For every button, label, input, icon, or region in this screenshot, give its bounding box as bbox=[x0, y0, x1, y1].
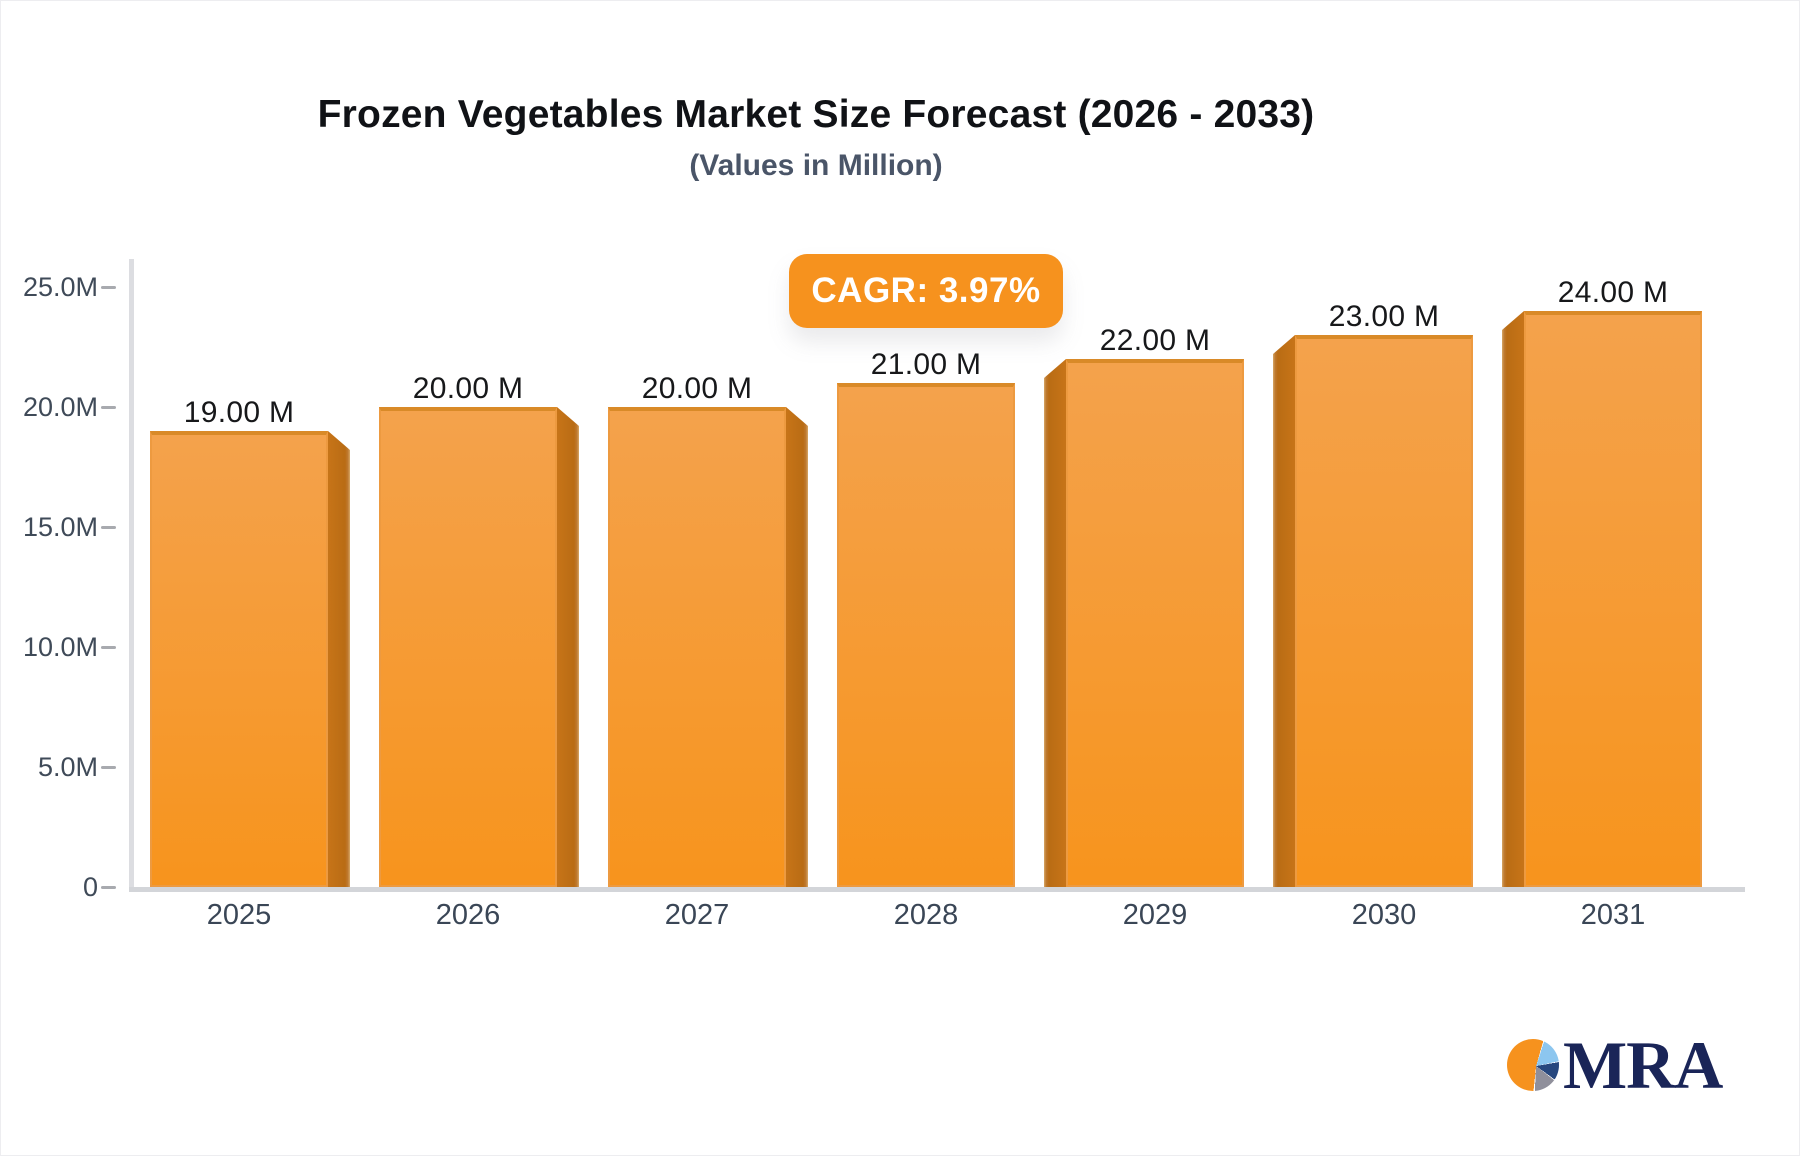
y-tick-mark bbox=[101, 646, 116, 649]
x-tick-label: 2027 bbox=[664, 899, 730, 931]
bar-2025 bbox=[150, 431, 350, 887]
y-tick-label: 15.0M bbox=[22, 512, 98, 542]
bar-side-face bbox=[1044, 359, 1066, 887]
bar-value-label: 21.00 M bbox=[870, 348, 982, 381]
chart-header: Frozen Vegetables Market Size Forecast (… bbox=[131, 93, 1501, 183]
x-axis-baseline bbox=[129, 887, 1745, 892]
y-tick-mark bbox=[101, 286, 116, 289]
pie-chart-logo-icon bbox=[1507, 1039, 1559, 1091]
bar-2031 bbox=[1502, 311, 1702, 887]
bar-side-face bbox=[786, 407, 808, 887]
bar-front-face bbox=[1066, 359, 1244, 887]
chart-subtitle: (Values in Million) bbox=[689, 149, 943, 182]
bar-value-label: 20.00 M bbox=[641, 372, 753, 405]
bar-side-face bbox=[557, 407, 579, 887]
bar-value-label: 23.00 M bbox=[1328, 300, 1440, 333]
y-tick-label: 25.0M bbox=[22, 272, 98, 302]
bar-side-face bbox=[1273, 335, 1295, 887]
bar-value-label: 24.00 M bbox=[1557, 276, 1669, 309]
y-tick-mark bbox=[101, 406, 116, 409]
bar-value-label: 19.00 M bbox=[183, 396, 295, 429]
x-tick-label: 2030 bbox=[1351, 899, 1417, 931]
bar-2030 bbox=[1273, 335, 1473, 887]
bar-front-face bbox=[379, 407, 557, 887]
bar-2026 bbox=[379, 407, 579, 887]
bar-front-face bbox=[608, 407, 786, 887]
bar-side-face bbox=[1502, 311, 1524, 887]
bar-value-label: 20.00 M bbox=[412, 372, 524, 405]
y-tick-label: 0 bbox=[82, 872, 98, 902]
y-tick-mark bbox=[101, 526, 116, 529]
x-tick-label: 2028 bbox=[893, 899, 959, 931]
y-tick-label: 10.0M bbox=[22, 632, 98, 662]
y-tick-label: 20.0M bbox=[22, 392, 98, 422]
x-tick-label: 2031 bbox=[1580, 899, 1646, 931]
bar-front-face bbox=[837, 383, 1015, 887]
x-tick-label: 2029 bbox=[1122, 899, 1188, 931]
bar-front-face bbox=[1295, 335, 1473, 887]
bar-side-face bbox=[328, 431, 350, 887]
y-tick-label: 5.0M bbox=[37, 752, 98, 782]
y-tick-mark bbox=[101, 886, 116, 889]
bar-front-face bbox=[150, 431, 328, 887]
chart-title: Frozen Vegetables Market Size Forecast (… bbox=[317, 93, 1315, 136]
cagr-badge: CAGR: 3.97% bbox=[789, 254, 1063, 328]
logo-text: MRA bbox=[1563, 1027, 1723, 1103]
x-tick-label: 2025 bbox=[206, 899, 272, 931]
bar-2029 bbox=[1044, 359, 1244, 887]
mra-logo: MRA bbox=[1507, 1027, 1723, 1103]
bar-front-face bbox=[1524, 311, 1702, 887]
y-axis-line bbox=[129, 259, 134, 892]
y-tick-mark bbox=[101, 766, 116, 769]
x-tick-label: 2026 bbox=[435, 899, 501, 931]
bar-value-label: 22.00 M bbox=[1099, 324, 1211, 357]
bar-2027 bbox=[608, 407, 808, 887]
bar-2028 bbox=[837, 383, 1015, 887]
